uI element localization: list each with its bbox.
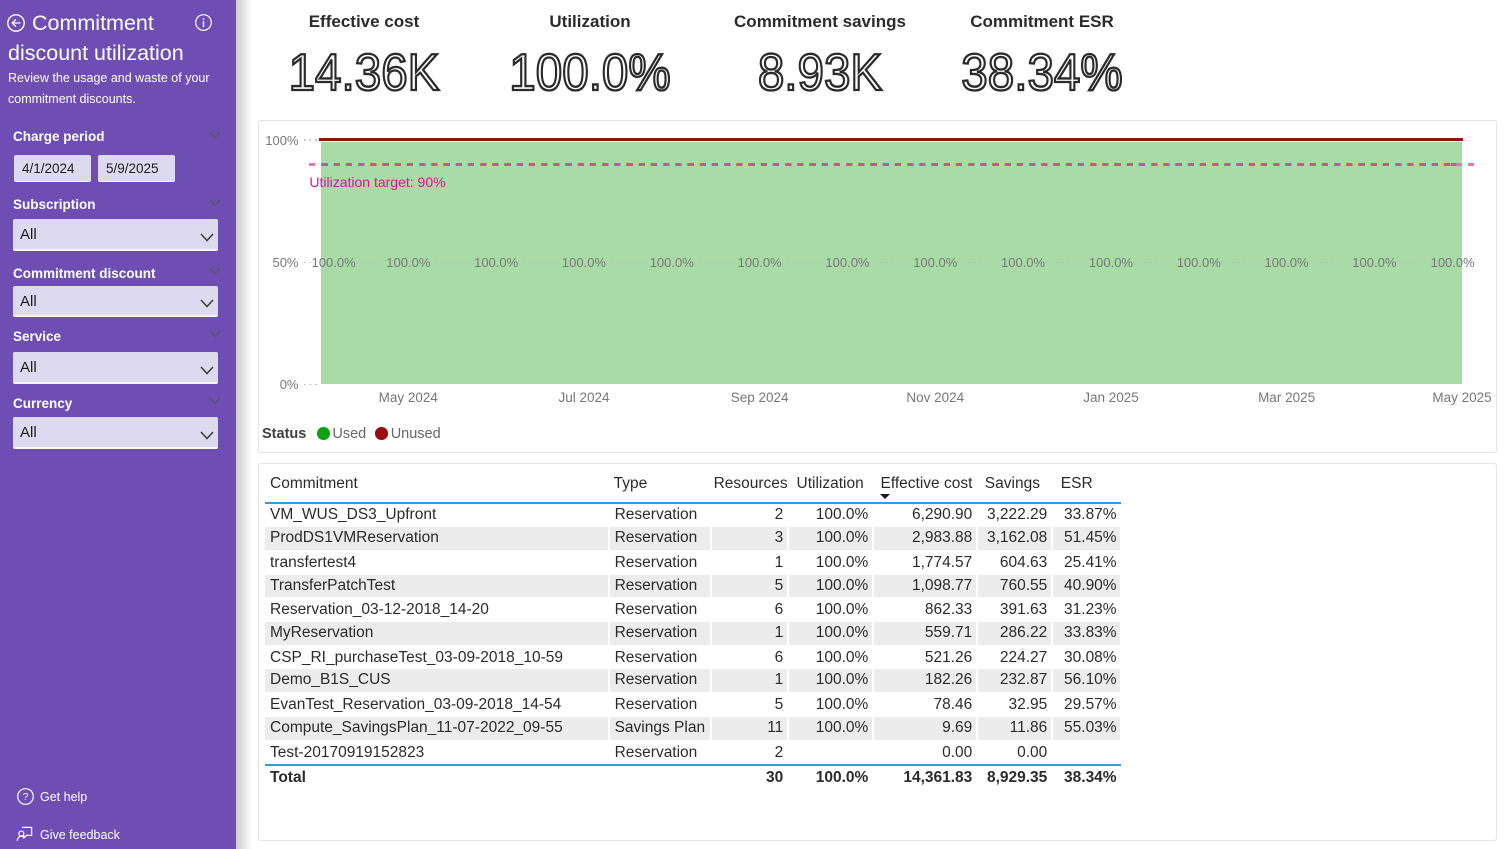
svg-text:?: ? [23,791,29,803]
